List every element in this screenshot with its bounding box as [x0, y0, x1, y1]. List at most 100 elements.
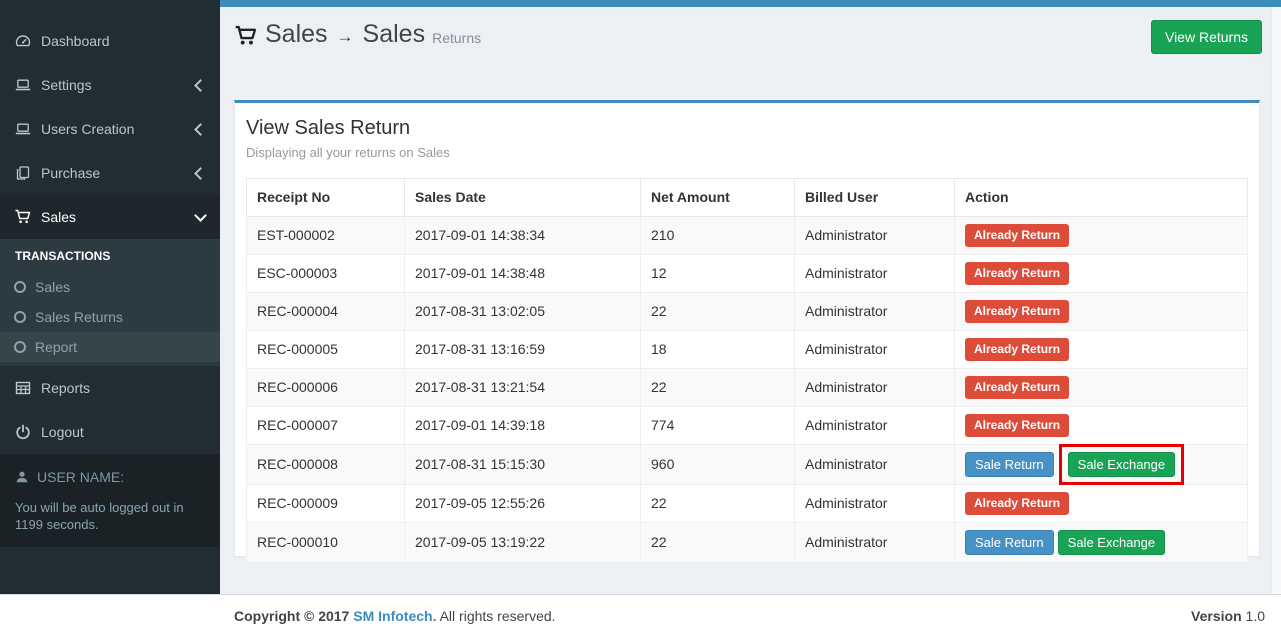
- cell-sales-date: 2017-09-01 14:38:34: [404, 216, 641, 255]
- already-return-badge: Already Return: [965, 492, 1070, 515]
- cell-net-amount: 210: [640, 216, 795, 255]
- already-return-badge: Already Return: [965, 300, 1070, 323]
- cell-billed-user: Administrator: [794, 484, 955, 523]
- table-row: REC-000010 2017-09-05 13:19:22 22 Administr…: [246, 522, 1248, 563]
- circle-icon: [14, 341, 26, 353]
- footer: Copyright © 2017 SM Infotech. All rights…: [0, 594, 1281, 639]
- cell-action: Already Return: [954, 330, 1248, 369]
- sidebar-item-label: Sales: [41, 209, 77, 225]
- laptop-icon: [15, 121, 31, 137]
- table-header: Receipt No Sales Date Net Amount Billed …: [246, 178, 1248, 217]
- sidebar-item-logout[interactable]: Logout: [0, 410, 220, 454]
- company-link[interactable]: SM Infotech.: [353, 608, 437, 624]
- table-body: EST-000002 2017-09-01 14:38:34 210 Administ…: [246, 216, 1248, 563]
- cell-billed-user: Administrator: [794, 292, 955, 331]
- cell-action: Already Return: [954, 216, 1248, 255]
- breadcrumb-parent[interactable]: Sales: [265, 20, 328, 48]
- table-row: REC-000008 2017-08-31 15:15:30 960 Administ…: [246, 444, 1248, 485]
- cell-receipt-no: REC-000010: [246, 522, 405, 563]
- cell-billed-user: Administrator: [794, 216, 955, 255]
- laptop-icon: [15, 77, 31, 93]
- cell-sales-date: 2017-08-31 15:15:30: [404, 444, 641, 485]
- sidebar-item-label: Reports: [41, 380, 91, 396]
- sidebar-item-dashboard[interactable]: Dashboard: [0, 19, 220, 63]
- column-header-sales-date: Sales Date: [404, 178, 641, 217]
- cell-action: Sale Return Sale Exchange: [954, 522, 1248, 563]
- cell-action: Already Return: [954, 368, 1248, 407]
- column-header-billed-user: Billed User: [794, 178, 955, 217]
- cell-action: Already Return: [954, 292, 1248, 331]
- table-row: REC-000005 2017-08-31 13:16:59 18 Administr…: [246, 330, 1248, 369]
- cell-sales-date: 2017-08-31 13:21:54: [404, 368, 641, 407]
- sidebar-item-purchase[interactable]: Purchase: [0, 151, 220, 195]
- table-icon: [15, 380, 31, 396]
- submenu-item-sales-returns[interactable]: Sales Returns: [0, 302, 220, 332]
- sidebar-item-label: Logout: [41, 424, 84, 440]
- cell-sales-date: 2017-08-31 13:16:59: [404, 330, 641, 369]
- sidebar-menu: Dashboard Settings Users Creation: [0, 0, 220, 454]
- breadcrumb-arrow-icon: →: [336, 26, 354, 46]
- chevron-left-icon: [194, 166, 207, 180]
- sidebar: Dashboard Settings Users Creation: [0, 0, 220, 594]
- cell-net-amount: 22: [640, 484, 795, 523]
- submenu-header: TRANSACTIONS: [15, 249, 111, 263]
- sale-return-button[interactable]: Sale Return: [965, 452, 1054, 477]
- sale-exchange-button[interactable]: Sale Exchange: [1067, 452, 1176, 477]
- submenu-item-label: Report: [35, 339, 78, 355]
- cell-net-amount: 12: [640, 254, 795, 293]
- sidebar-item-label: Dashboard: [41, 33, 110, 49]
- cell-billed-user: Administrator: [794, 330, 955, 369]
- table-row: ESC-000003 2017-09-01 14:38:48 12 Administr…: [246, 254, 1248, 293]
- version-text: Version 1.0: [1191, 608, 1265, 624]
- already-return-badge: Already Return: [965, 338, 1070, 361]
- user-panel: USER NAME: You will be auto logged out i…: [0, 454, 220, 547]
- sidebar-item-label: Users Creation: [41, 121, 135, 137]
- submenu-item-sales[interactable]: Sales: [0, 272, 220, 302]
- cell-sales-date: 2017-09-01 14:38:48: [404, 254, 641, 293]
- view-returns-button[interactable]: View Returns: [1150, 20, 1262, 54]
- cell-receipt-no: REC-000004: [246, 292, 405, 331]
- column-header-receipt-no: Receipt No: [246, 178, 405, 217]
- table-row: EST-000002 2017-09-01 14:38:34 210 Administ…: [246, 216, 1248, 255]
- cell-net-amount: 774: [640, 406, 795, 445]
- copyright-prefix: Copyright © 2017: [234, 608, 350, 624]
- main-content: Sales → Sales Returns View Returns View …: [220, 0, 1281, 594]
- breadcrumb-sub: Returns: [432, 29, 482, 46]
- chevron-down-icon: [194, 209, 207, 222]
- highlight-rectangle: Sale Exchange: [1058, 444, 1185, 485]
- sidebar-item-reports[interactable]: Reports: [0, 366, 220, 410]
- submenu-item-report[interactable]: Report: [0, 332, 220, 362]
- cell-net-amount: 18: [640, 330, 795, 369]
- sale-exchange-button[interactable]: Sale Exchange: [1057, 530, 1166, 555]
- cell-receipt-no: EST-000002: [246, 216, 405, 255]
- table-header-row: Receipt No Sales Date Net Amount Billed …: [246, 178, 1248, 217]
- sidebar-item-settings[interactable]: Settings: [0, 63, 220, 107]
- scrollbar-track[interactable]: [1271, 7, 1281, 594]
- cell-receipt-no: REC-000008: [246, 444, 405, 485]
- cell-billed-user: Administrator: [794, 444, 955, 485]
- already-return-badge: Already Return: [965, 376, 1070, 399]
- breadcrumb: Sales → Sales Returns: [235, 20, 1261, 49]
- cell-receipt-no: REC-000009: [246, 484, 405, 523]
- cell-sales-date: 2017-09-05 12:55:26: [404, 484, 641, 523]
- table-row: REC-000007 2017-09-01 14:39:18 774 Administ…: [246, 406, 1248, 445]
- top-accent-bar: [220, 0, 1281, 7]
- sidebar-item-label: Purchase: [41, 165, 101, 181]
- cell-receipt-no: REC-000006: [246, 368, 405, 407]
- sidebar-item-sales[interactable]: Sales: [0, 195, 220, 239]
- user-icon: [15, 470, 29, 484]
- copyright-suffix: All rights reserved.: [439, 608, 556, 624]
- sales-submenu: TRANSACTIONS Sales Sales Returns Report: [0, 239, 220, 366]
- column-header-action: Action: [954, 178, 1248, 217]
- auto-logout-note: You will be auto logged out in 1199 seco…: [15, 500, 184, 532]
- sale-return-button[interactable]: Sale Return: [965, 530, 1054, 555]
- sidebar-item-users-creation[interactable]: Users Creation: [0, 107, 220, 151]
- already-return-badge: Already Return: [965, 262, 1070, 285]
- sidebar-item-label: Settings: [41, 77, 92, 93]
- cell-sales-date: 2017-09-01 14:39:18: [404, 406, 641, 445]
- cart-icon: [235, 25, 257, 47]
- user-name-label: USER NAME:: [37, 469, 125, 485]
- already-return-badge: Already Return: [965, 224, 1070, 247]
- panel-subtitle: Displaying all your returns on Sales: [246, 145, 450, 160]
- cell-billed-user: Administrator: [794, 368, 955, 407]
